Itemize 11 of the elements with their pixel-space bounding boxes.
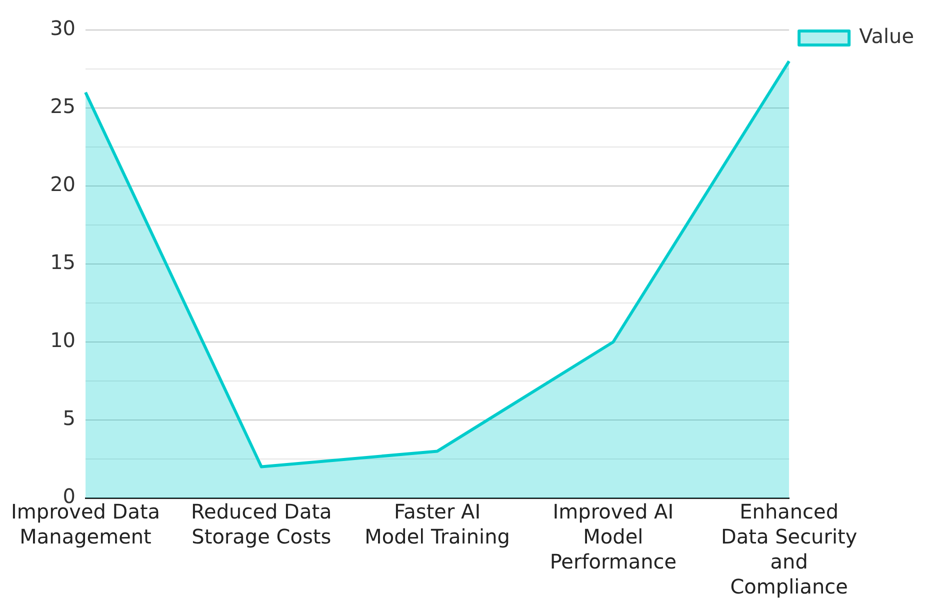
y-tick-label: 5	[62, 406, 76, 430]
legend-label: Value	[859, 24, 914, 48]
y-tick-label: 25	[50, 94, 76, 118]
y-tick-label: 30	[50, 16, 76, 40]
y-tick-label: 10	[50, 328, 76, 352]
y-tick-label: 15	[50, 250, 76, 274]
y-tick-label: 20	[50, 172, 76, 196]
x-tick-label: Improved AI Model Performance	[550, 500, 677, 574]
x-tick-label: Enhanced Data Security and Compliance	[720, 500, 858, 599]
x-tick-label: Faster AI Model Training	[364, 500, 510, 549]
x-tick-label: Reduced Data Storage Costs	[191, 500, 332, 549]
